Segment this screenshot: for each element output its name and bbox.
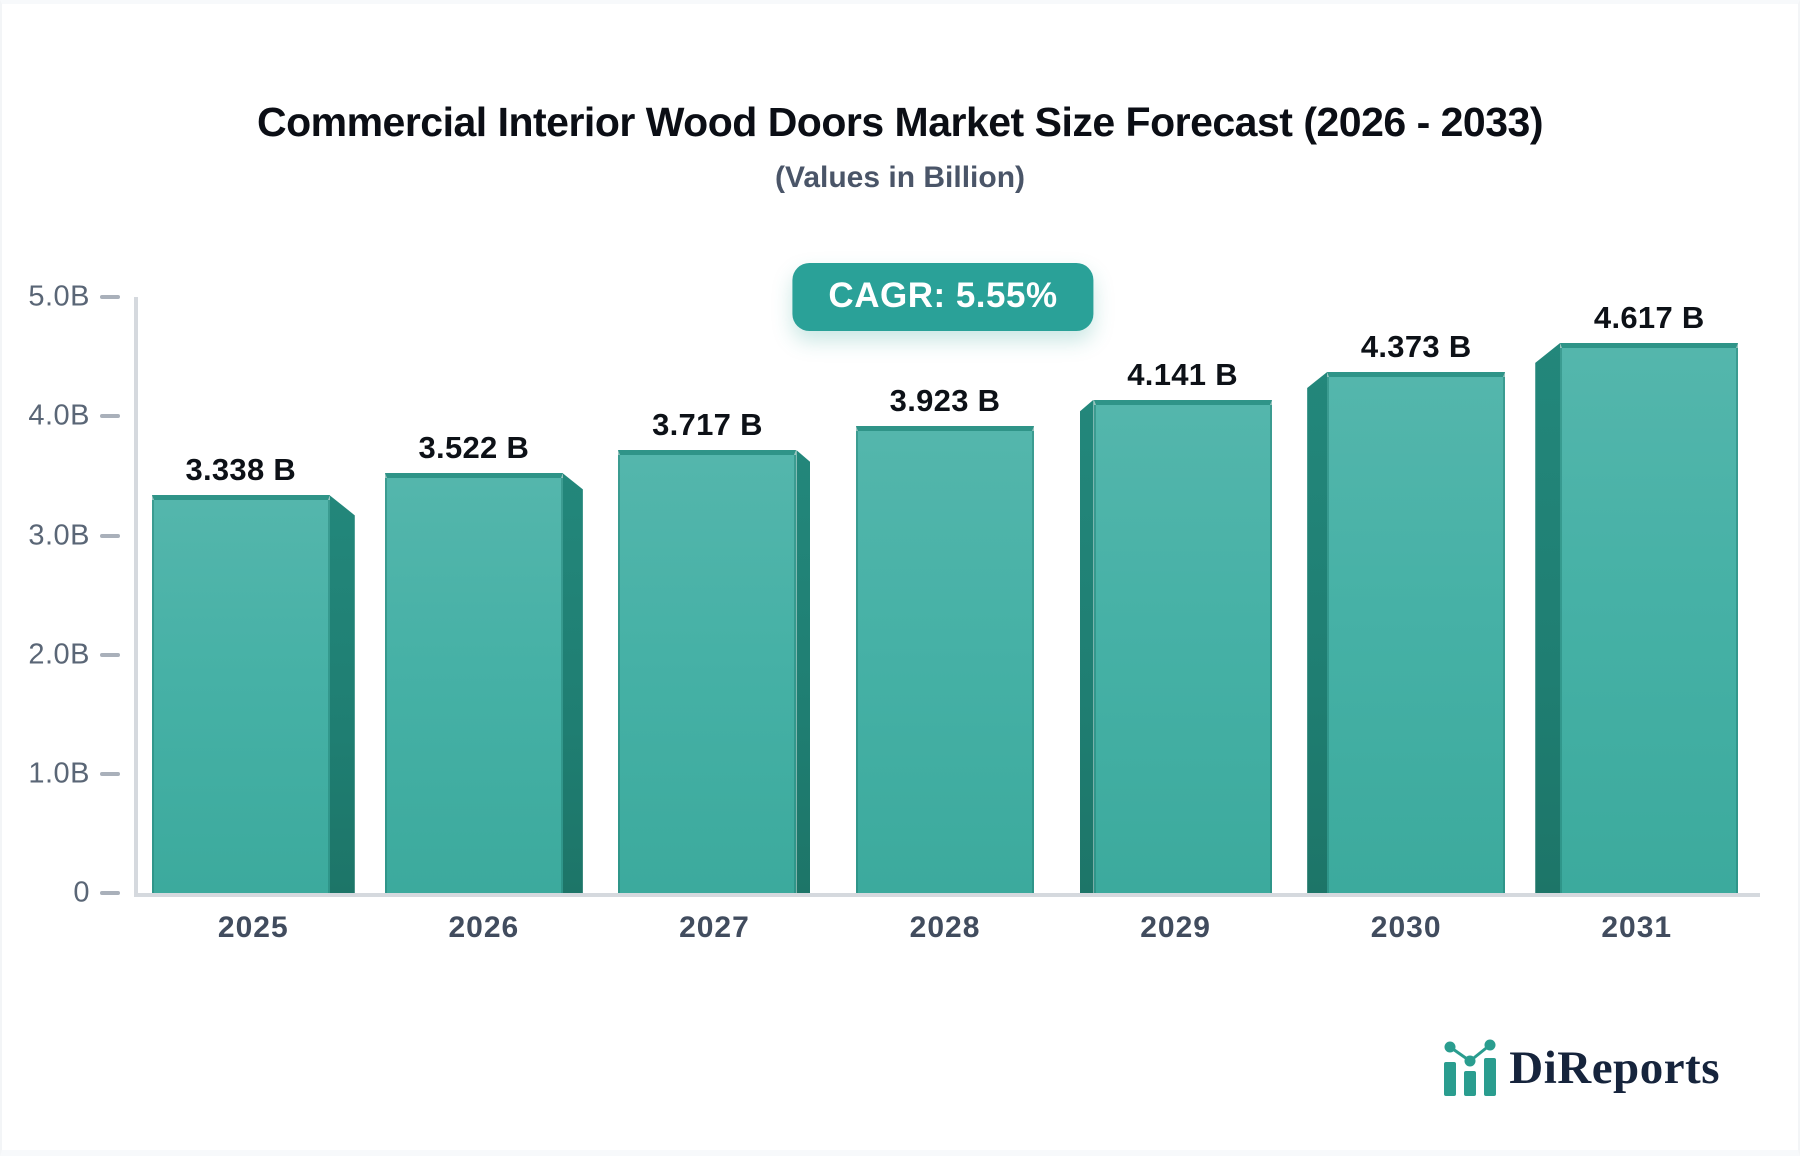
cagr-badge: CAGR: 5.55% <box>792 263 1094 332</box>
chart-area: CAGR: 5.55% 5.0B 4.0B 3.0B 2.0B 1.0B 0 3.338 … <box>28 263 1760 944</box>
chart-title: Commercial Interior Wood Doors Market Si… <box>256 99 1544 145</box>
bar-group-2031: 4.617 B <box>1535 300 1739 894</box>
x-axis-label-2029: 2029 <box>1140 911 1211 945</box>
y-axis-tick-mark <box>100 891 120 896</box>
bar-2027[interactable]: 3.717 B <box>618 407 797 894</box>
x-axis-label-2031: 2031 <box>1601 911 1673 945</box>
bar-column: 3.923 B <box>830 297 1061 894</box>
x-axis-label-2026: 2026 <box>448 911 520 945</box>
bar-column: 4.141 B <box>1060 297 1291 894</box>
bar-side-face <box>1079 399 1094 894</box>
bar-2026[interactable]: 3.522 B <box>384 430 563 894</box>
bar-2025[interactable]: 3.338 B <box>151 452 330 894</box>
x-axis-label-2028: 2028 <box>909 911 981 945</box>
bar-group-2026: 3.522 B <box>384 430 583 894</box>
bar-group-2025: 3.338 B <box>151 452 355 894</box>
bar-value-label: 4.141 B <box>1127 356 1238 392</box>
bar-column: 4.617 B <box>1521 297 1752 894</box>
x-axis-labels: 2025 2026 2027 2028 2029 2030 2031 <box>138 911 1752 945</box>
y-axis-tick-mark <box>100 414 120 419</box>
bar-line-chart-icon <box>1444 1039 1497 1096</box>
bar-group-2027: 3.717 B <box>618 407 811 894</box>
chart-subtitle: (Values in Billion) <box>774 161 1026 195</box>
y-axis-tick-label: 2.0B <box>28 638 90 671</box>
y-axis-tick-label: 4.0B <box>28 399 90 432</box>
bar-2029[interactable]: 4.141 B <box>1093 357 1272 894</box>
y-axis-tick-label: 5.0B <box>28 280 90 313</box>
y-axis-tick-mark <box>100 652 120 657</box>
bar-column: 3.717 B <box>599 297 830 894</box>
bar-value-label: 4.617 B <box>1593 299 1705 335</box>
x-axis-label-2025: 2025 <box>217 911 289 945</box>
x-axis-label-2030: 2030 <box>1370 911 1442 945</box>
bar-value-label: 3.923 B <box>889 382 1001 418</box>
bar-group-2028: 3.923 B <box>856 383 1035 894</box>
bar-2030[interactable]: 4.373 B <box>1327 329 1506 894</box>
bar-2028[interactable]: 3.923 B <box>856 383 1035 894</box>
bar-column: 3.338 B <box>138 297 369 894</box>
y-axis-line <box>134 297 138 896</box>
logo-text: DiReports <box>1509 1042 1720 1094</box>
direports-logo: DiReports <box>1440 1038 1720 1098</box>
bar-value-label: 3.338 B <box>185 452 297 488</box>
plot-area: 3.338 B 3.522 B 3.717 B 3.923 B 4.141 B 4.373… <box>138 297 1752 894</box>
bar-group-2030: 4.373 B <box>1307 329 1506 894</box>
y-axis-tick-mark <box>100 533 120 538</box>
bar-2031[interactable]: 4.617 B <box>1560 300 1739 894</box>
bar-group-2029: 4.141 B <box>1079 357 1272 894</box>
bar-value-label: 3.717 B <box>652 407 763 443</box>
bar-column: 4.373 B <box>1291 297 1522 894</box>
y-axis-tick-label: 1.0B <box>28 757 90 790</box>
y-axis-tick-mark <box>100 771 120 776</box>
bar-side-face <box>562 473 583 894</box>
y-axis: 5.0B 4.0B 3.0B 2.0B 1.0B 0 <box>14 281 134 909</box>
bar-side-face <box>1307 371 1328 894</box>
bar-side-face <box>796 450 811 894</box>
bar-side-face <box>329 495 355 894</box>
y-axis-tick-mark <box>100 295 120 300</box>
bar-side-face <box>1535 342 1561 894</box>
bar-column: 3.522 B <box>369 297 600 894</box>
bar-value-label: 3.522 B <box>418 430 530 466</box>
x-axis-label-2027: 2027 <box>679 911 750 945</box>
y-axis-tick-label: 0 <box>73 876 90 909</box>
y-axis-tick-label: 3.0B <box>28 519 90 552</box>
bar-value-label: 4.373 B <box>1360 328 1472 364</box>
x-axis-line <box>134 893 1760 898</box>
